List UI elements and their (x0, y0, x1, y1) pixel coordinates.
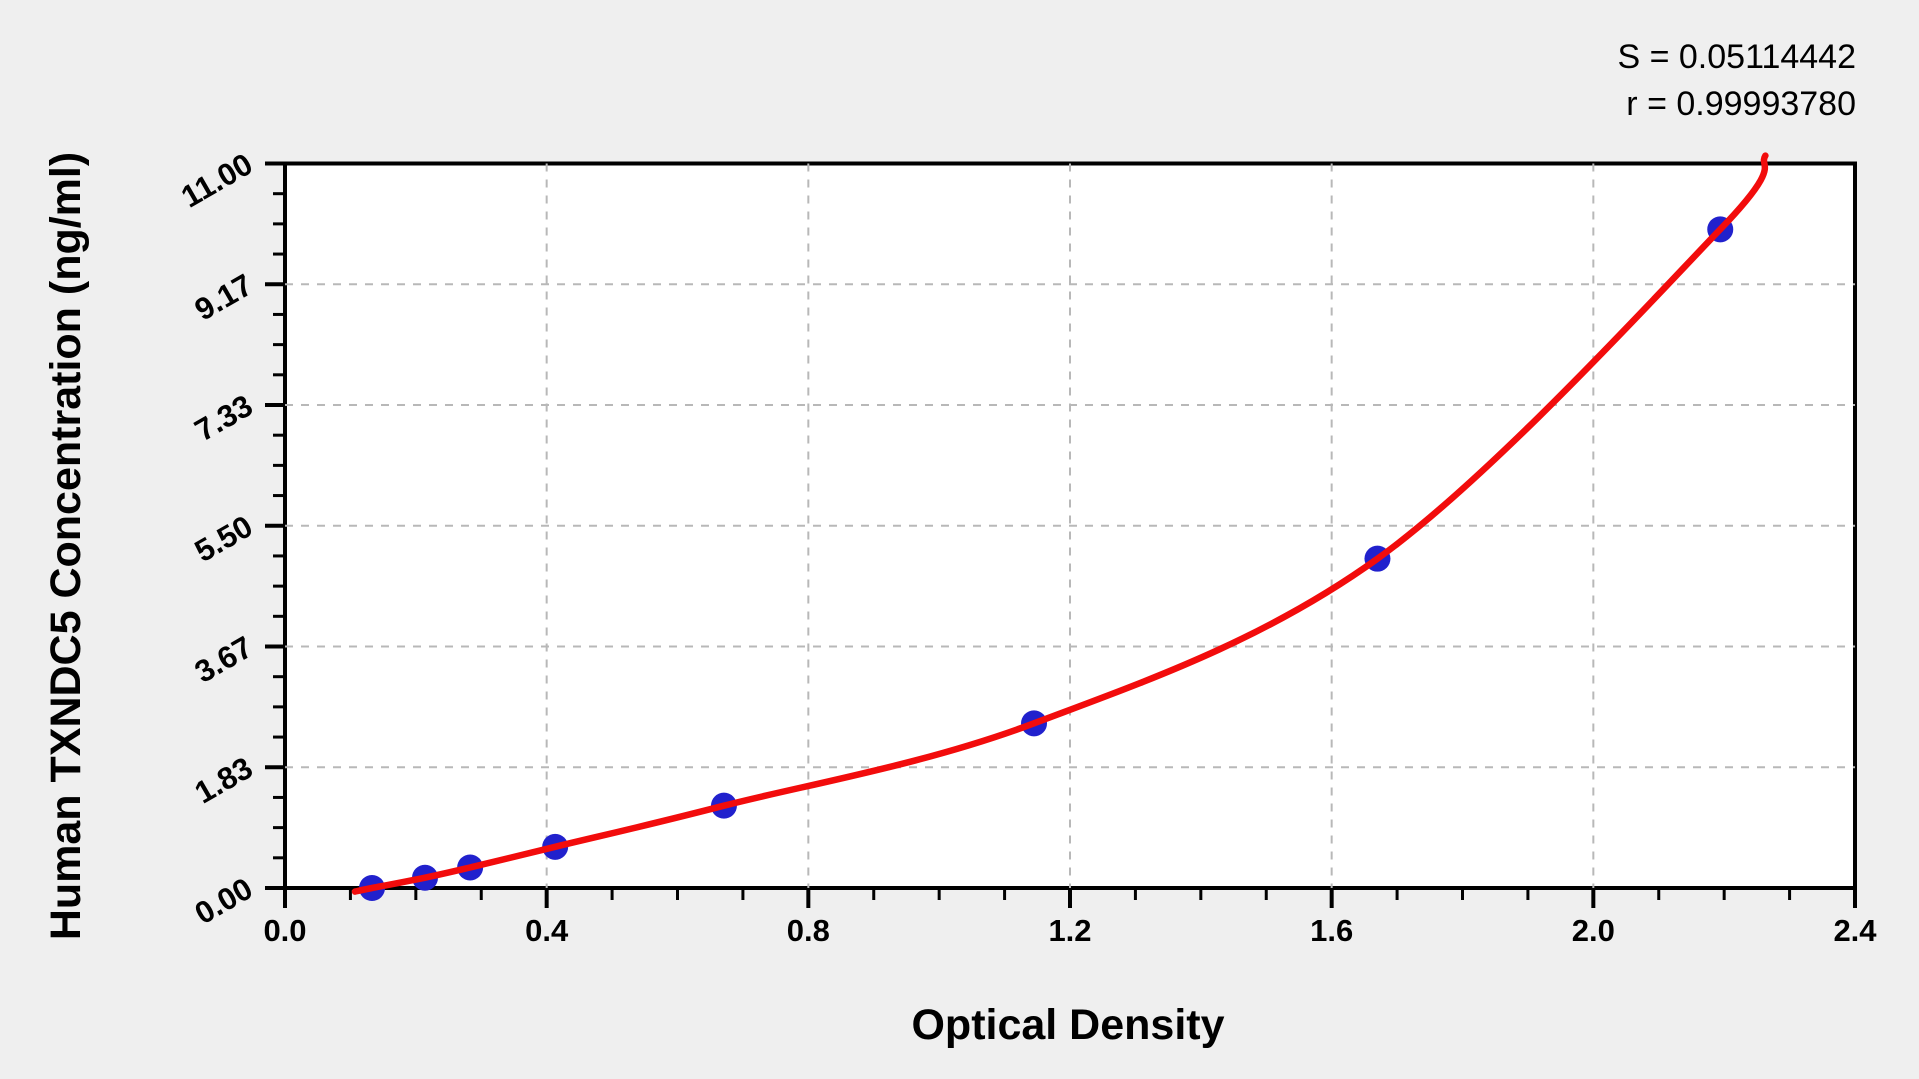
y-tick-label: 0.00 (189, 871, 259, 931)
stat-r-value: r = 0.99993780 (1626, 85, 1856, 123)
y-tick-label: 9.17 (189, 267, 259, 327)
y-tick-label: 11.00 (175, 146, 258, 214)
x-axis-title: Optical Density (911, 1001, 1224, 1049)
fit-curve (351, 152, 1769, 895)
gridlines (285, 163, 1855, 888)
fit-curve-group (351, 152, 1769, 895)
x-tick-label: 0.4 (525, 913, 569, 948)
x-tick-label: 0.8 (787, 913, 830, 948)
x-tick-label: 2.0 (1572, 913, 1615, 948)
x-tick-label: 1.6 (1310, 913, 1353, 948)
x-tick-label: 2.4 (1833, 913, 1877, 948)
stat-s-value: S = 0.05114442 (1617, 38, 1856, 76)
y-tick-label: 3.67 (189, 629, 259, 689)
y-tick-label: 1.83 (189, 750, 259, 810)
y-axis-title: Human TXNDC5 Concentration (ng/ml) (42, 152, 90, 940)
y-tick-label: 5.50 (189, 509, 259, 569)
x-tick-label: 0.0 (263, 913, 306, 948)
axis-ticks (265, 161, 1857, 908)
y-tick-label: 7.33 (189, 388, 259, 448)
x-tick-label: 1.2 (1048, 913, 1091, 948)
